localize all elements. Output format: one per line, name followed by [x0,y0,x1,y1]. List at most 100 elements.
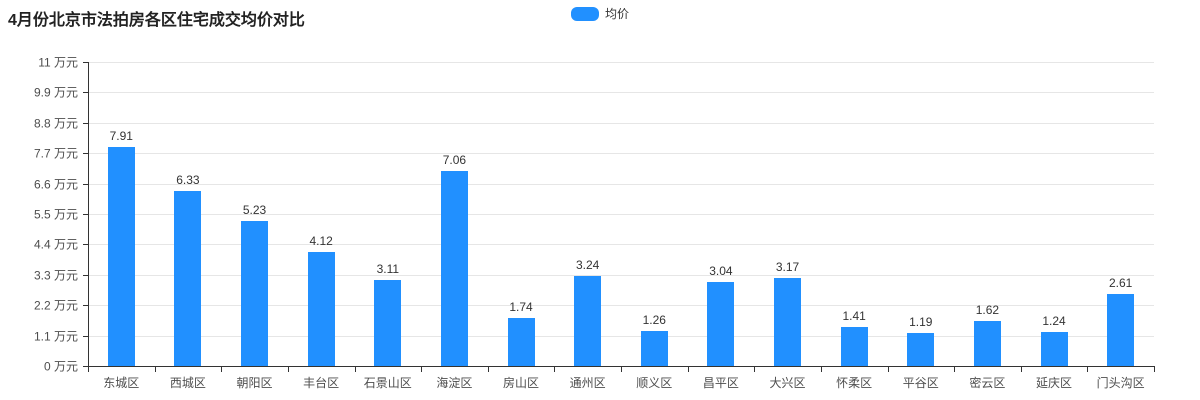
bar-value-label: 7.91 [109,129,133,144]
gridline [88,153,1154,155]
bar-value-label: 2.61 [1109,275,1133,290]
bar-value-label: 5.23 [242,203,267,218]
bar-value-label: 3.17 [775,260,800,275]
x-axis-label-朝阳区: 朝阳区 [236,376,273,390]
x-axis-tick [354,367,356,372]
legend-swatch-icon [571,7,599,21]
legend-label: 均价 [605,7,630,21]
y-axis-tick [83,366,88,367]
x-axis-line [88,366,1155,367]
y-axis-label: 11 万元 [38,55,78,70]
bar-延庆区[interactable] [1040,331,1068,366]
bar-密云区[interactable] [973,321,1001,366]
x-axis-label-西城区: 西城区 [169,376,206,390]
bar-value-label: 3.24 [576,258,600,273]
y-axis-tick [83,274,88,276]
x-axis-tick [554,367,556,372]
x-axis-label-怀柔区: 怀柔区 [836,376,873,390]
bar-value-label: 1.62 [975,303,1000,318]
y-axis-tick [83,183,88,185]
y-axis-label: 9.9 万元 [33,85,78,100]
x-axis-label-平谷区: 平谷区 [902,376,939,390]
y-axis-line [88,62,89,366]
x-axis-tick [1087,367,1089,372]
bar-朝阳区[interactable] [241,221,269,366]
x-axis-tick [487,367,489,372]
x-axis-label-门头沟区: 门头沟区 [1096,376,1145,390]
y-axis-tick [83,92,88,94]
bar-value-label: 4.12 [309,234,333,249]
x-axis-label-丰台区: 丰台区 [303,376,340,390]
y-axis-label: 8.8 万元 [33,116,78,131]
bar-东城区[interactable] [107,147,135,366]
x-axis-tick [687,367,689,372]
x-axis-tick [154,367,156,372]
x-axis-tick [754,367,756,372]
y-axis-label: 4.4 万元 [33,237,78,252]
bar-门头沟区[interactable] [1107,293,1135,366]
bar-value-label: 7.06 [442,152,467,167]
chart-title: 4月份北京市法拍房各区住宅成交均价对比 [8,12,305,29]
x-axis-label-房山区: 房山区 [503,376,540,390]
bar-value-label: 1.19 [909,315,933,330]
gridline [88,274,1154,276]
bar-大兴区[interactable] [774,278,802,366]
x-axis-label-海淀区: 海淀区 [436,376,473,390]
x-axis-tick [287,367,289,372]
bar-value-label: 1.26 [642,313,666,328]
x-axis-tick [621,367,622,372]
x-axis-tick [421,367,423,372]
gridline [88,62,1154,63]
bar-value-label: 3.04 [709,263,733,278]
x-axis-tick [887,367,889,372]
gridline [88,183,1154,185]
y-axis-tick [83,305,88,307]
bar-房山区[interactable] [507,317,535,366]
bar-丰台区[interactable] [307,252,335,366]
x-axis-label-延庆区: 延庆区 [1036,376,1073,390]
x-axis-tick [1020,367,1022,372]
x-axis-label-石景山区: 石景山区 [363,376,412,390]
y-axis-tick [83,153,88,155]
gridline [88,92,1154,94]
bar-value-label: 1.41 [842,309,866,324]
gridline [88,244,1154,246]
x-axis-tick [954,367,956,372]
bar-顺义区[interactable] [640,331,668,366]
x-axis-label-大兴区: 大兴区 [769,376,806,390]
y-axis-label: 5.5 万元 [33,207,78,222]
bar-value-label: 1.24 [1042,313,1066,328]
x-axis-label-密云区: 密云区 [969,376,1006,390]
gridline [88,122,1154,124]
bar-昌平区[interactable] [707,281,735,366]
x-axis-label-东城区: 东城区 [103,376,140,390]
bar-石景山区[interactable] [374,280,402,366]
x-axis-label-昌平区: 昌平区 [702,376,739,390]
y-axis-tick [83,244,88,246]
y-axis-tick [83,335,88,337]
gridline [88,335,1154,337]
x-axis-tick [1154,367,1155,372]
bar-平谷区[interactable] [907,333,935,366]
y-axis-label: 3.3 万元 [33,268,78,283]
bar-怀柔区[interactable] [840,327,868,366]
y-axis-label: 6.6 万元 [33,177,78,192]
bar-通州区[interactable] [574,276,602,366]
x-axis-label-顺义区: 顺义区 [636,376,673,390]
gridline [88,305,1154,307]
legend-item-average-price[interactable]: 均价 [571,7,629,21]
y-axis-tick [83,62,88,63]
x-axis-tick [88,367,89,372]
bar-西城区[interactable] [174,191,202,366]
bar-value-label: 6.33 [176,173,200,188]
x-axis-tick [820,367,822,372]
bar-value-label: 1.74 [509,299,533,314]
x-axis-label-通州区: 通州区 [569,376,606,390]
y-axis-label: 7.7 万元 [33,146,78,161]
bar-海淀区[interactable] [440,170,468,366]
y-axis-label: 1.1 万元 [33,329,78,344]
y-axis-label: 2.2 万元 [33,298,78,313]
y-axis-label: 0 万元 [43,359,78,374]
